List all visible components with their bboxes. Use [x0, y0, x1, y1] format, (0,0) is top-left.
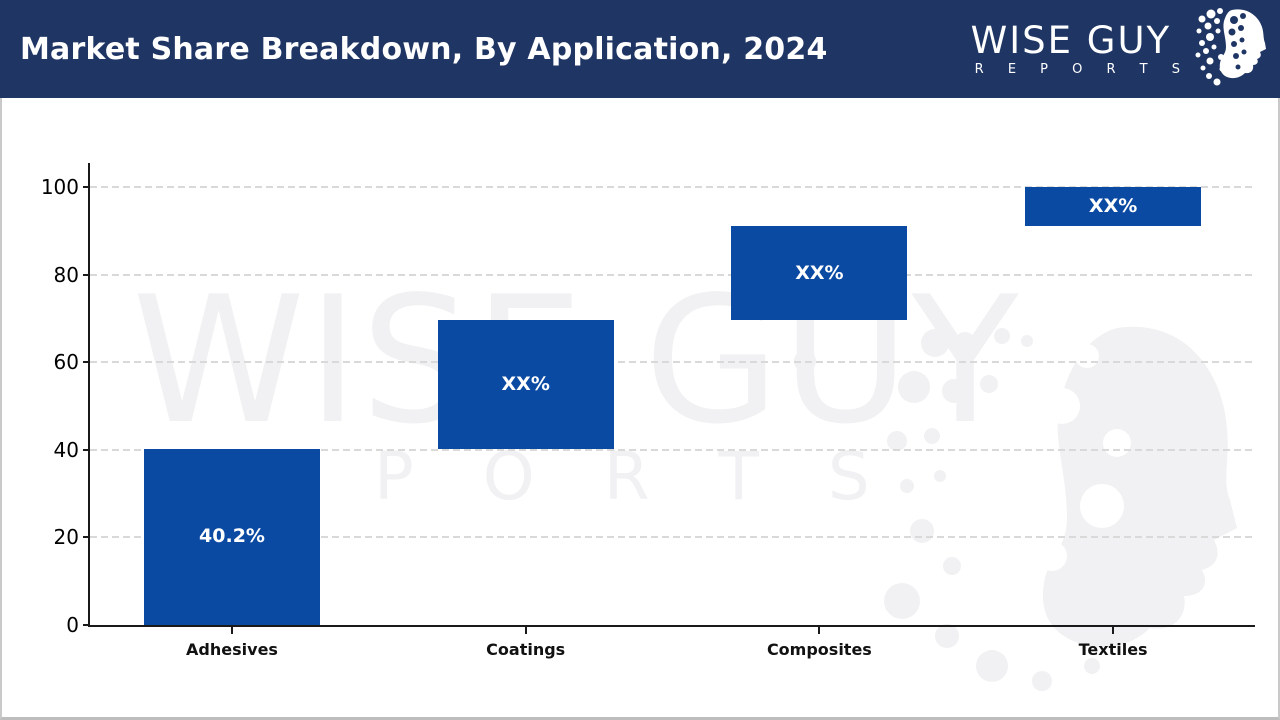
y-tick-60 — [83, 361, 90, 364]
y-tick-0 — [83, 624, 90, 626]
logo-text: WISE GUY R E P O R T S — [971, 22, 1190, 77]
gridline-y-60 — [90, 361, 1255, 364]
bar-label: 40.2% — [199, 525, 265, 548]
y-tick-label-40: 40 — [53, 437, 79, 462]
bar-label: XX% — [1088, 194, 1138, 217]
logo-subtitle: R E P O R T S — [974, 61, 1190, 77]
bar-label: XX% — [501, 373, 550, 396]
category-label-coatings: Coatings — [486, 640, 566, 659]
logo-wordmark: WISE GUY — [970, 18, 1172, 62]
gridline-y-100 — [90, 186, 1255, 188]
y-tick-label-80: 80 — [53, 262, 79, 287]
x-tick-3 — [1112, 627, 1115, 634]
gridline-y-40 — [90, 448, 1255, 451]
y-tick-20 — [83, 536, 90, 539]
bar-label: XX% — [795, 261, 844, 284]
bar-textiles: XX% — [1025, 187, 1202, 226]
watermark-dot — [794, 350, 816, 372]
y-axis-line — [88, 163, 90, 627]
x-tick-2 — [818, 627, 821, 634]
watermark-face-dots — [884, 326, 1237, 691]
y-tick-80 — [83, 273, 90, 276]
category-label-adhesives: Adhesives — [186, 640, 278, 659]
logo-face-icon — [1195, 8, 1266, 86]
y-tick-40 — [83, 448, 90, 451]
category-label-textiles: Textiles — [1078, 640, 1148, 659]
chart-area: WISE GUY P O R T S 40.2% XX% XX% XX% 0 20 40 6… — [0, 98, 1280, 720]
bar-coatings: XX% — [437, 320, 614, 449]
category-label-composites: Composites — [766, 640, 872, 659]
x-tick-0 — [231, 627, 233, 634]
y-tick-label-20: 20 — [53, 525, 79, 550]
x-tick-1 — [524, 627, 527, 634]
page-title: Market Share Breakdown, By Application, … — [20, 31, 828, 67]
y-tick-label-0: 0 — [66, 613, 79, 637]
y-tick-label-60: 60 — [53, 350, 79, 375]
header: Market Share Breakdown, By Application, … — [0, 0, 1280, 98]
bar-adhesives: 40.2% — [144, 448, 320, 625]
bar-composites: XX% — [731, 225, 908, 321]
logo: WISE GUY R E P O R T S — [971, 7, 1266, 91]
watermark-subtitle: P O R T S — [374, 438, 894, 515]
y-tick-label-100: 100 — [40, 175, 79, 199]
y-tick-100 — [83, 186, 90, 188]
x-axis-line — [88, 625, 1255, 627]
gridline-y-80 — [90, 273, 1255, 276]
gridline-y-20 — [90, 536, 1255, 539]
